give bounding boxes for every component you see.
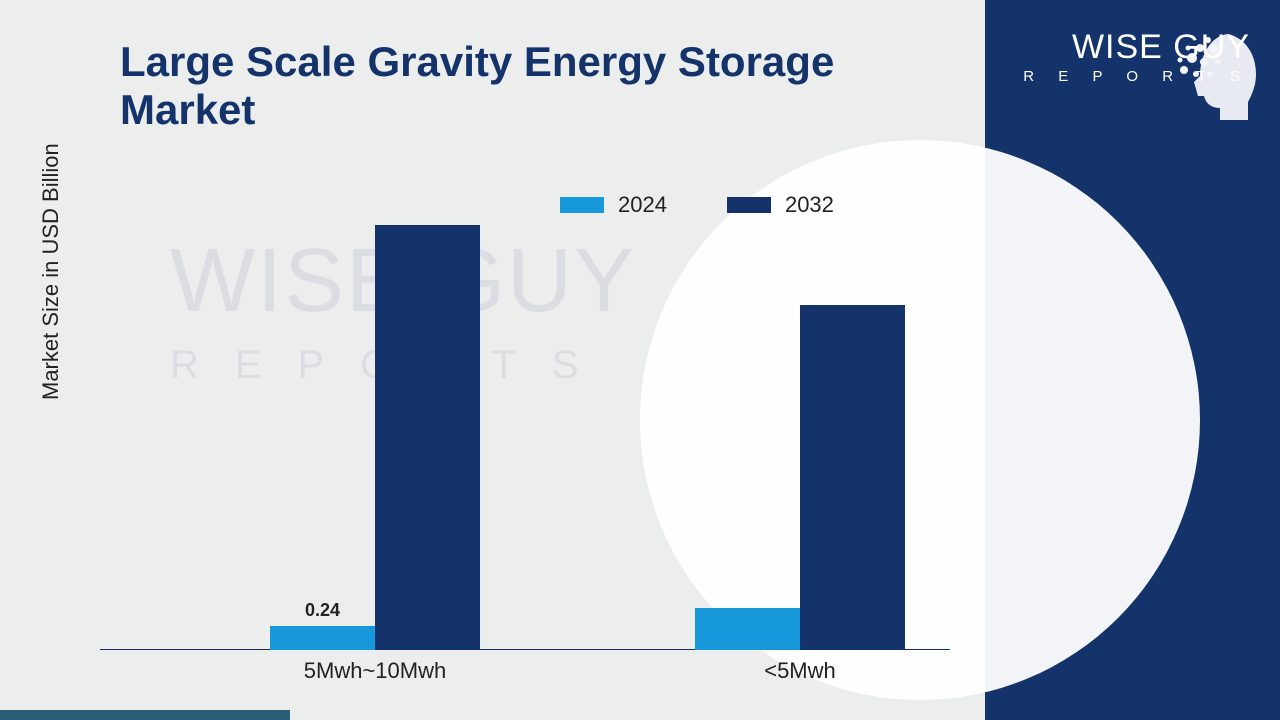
bar-group: 0.245Mwh~10Mwh: [270, 225, 480, 650]
bar-2024: [695, 608, 800, 650]
x-axis-label: <5Mwh: [764, 658, 836, 684]
y-axis-label: Market Size in USD Billion: [38, 143, 64, 400]
x-axis-label: 5Mwh~10Mwh: [304, 658, 446, 684]
bar-group: <5Mwh: [695, 305, 905, 650]
chart-title: Large Scale Gravity Energy Storage Marke…: [120, 38, 880, 135]
legend: 2024 2032: [560, 192, 834, 218]
legend-label-2032: 2032: [785, 192, 834, 218]
bar-value-label: 0.24: [305, 600, 340, 621]
bar-2032: [375, 225, 480, 650]
legend-item-2024: 2024: [560, 192, 667, 218]
legend-item-2032: 2032: [727, 192, 834, 218]
bottom-accent-bar: [0, 710, 290, 720]
legend-label-2024: 2024: [618, 192, 667, 218]
legend-swatch-2024: [560, 197, 604, 213]
chart-area: 0.245Mwh~10Mwh <5Mwh: [100, 220, 950, 650]
bar-2024: 0.24: [270, 626, 375, 650]
head-icon: [1170, 26, 1260, 126]
legend-swatch-2032: [727, 197, 771, 213]
bar-2032: [800, 305, 905, 650]
